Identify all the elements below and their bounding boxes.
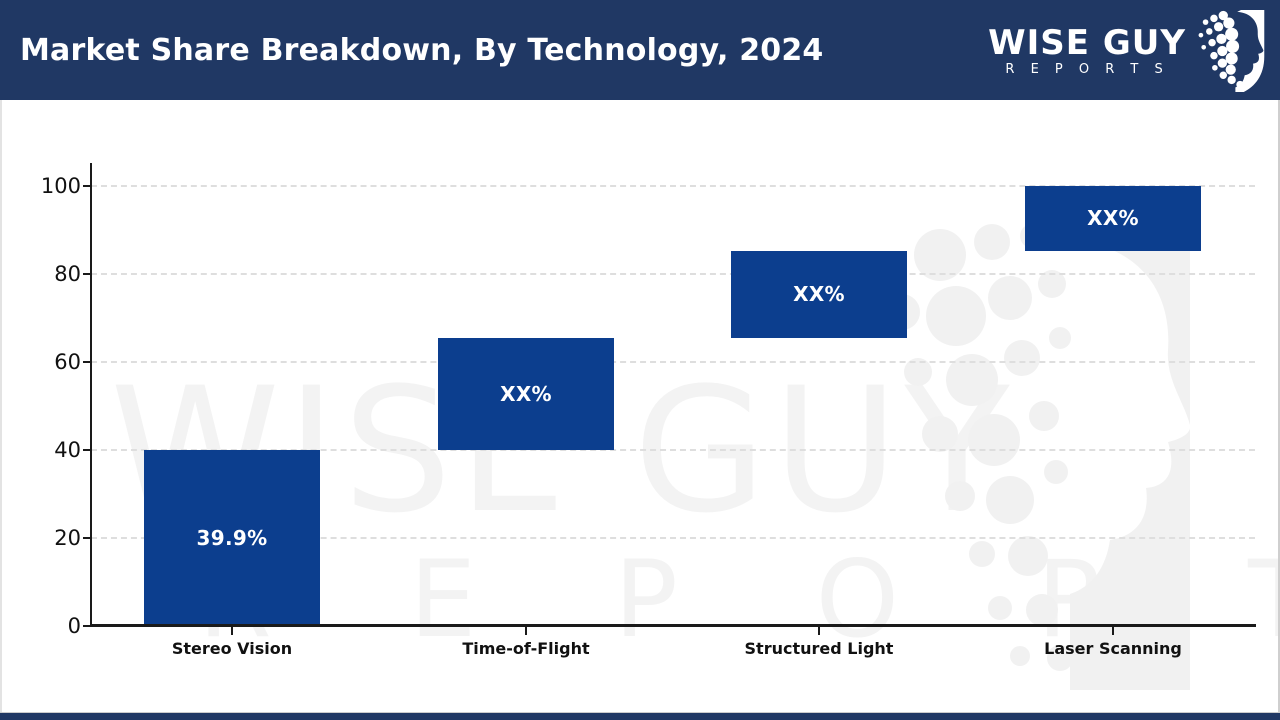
- x-tick-mark: [231, 627, 233, 635]
- y-tick-mark: [83, 537, 91, 539]
- y-tick-label: 40: [54, 438, 81, 462]
- y-tick-mark: [83, 449, 91, 451]
- bar-stereo-vision: 39.9%: [144, 450, 320, 626]
- gridline: [91, 185, 1255, 187]
- x-tick-mark: [818, 627, 820, 635]
- head-profile-icon: [1198, 10, 1265, 92]
- bar-structured-light: XX%: [731, 250, 907, 338]
- logo-wordmark: WISE GUY: [988, 22, 1186, 63]
- footer-divider: [0, 712, 1280, 713]
- gridline: [91, 273, 1255, 275]
- x-tick-mark: [525, 627, 527, 635]
- x-category-label: Stereo Vision: [171, 639, 293, 658]
- gridline: [91, 449, 1255, 451]
- y-tick-label: 100: [40, 174, 81, 198]
- x-category-label: Time-of-Flight: [462, 639, 590, 658]
- y-tick-mark: [83, 361, 91, 363]
- y-tick-label: 80: [54, 262, 81, 286]
- bar-time-of-flight: XX%: [438, 337, 614, 451]
- logo-text: WISE GUY R E P O R T S: [988, 25, 1186, 78]
- bar-laser-scanning: XX%: [1025, 186, 1201, 251]
- bar-value-label: XX%: [500, 382, 552, 407]
- watermark-head-graphic: [884, 220, 1190, 690]
- bar-value-label: 39.9%: [196, 526, 268, 551]
- header-bar: Market Share Breakdown, By Technology, 2…: [0, 0, 1280, 100]
- y-tick-label: 0: [67, 614, 81, 638]
- y-axis-line: [90, 163, 92, 627]
- y-tick-mark: [83, 185, 91, 187]
- logo-subtitle: R E P O R T S: [1005, 61, 1169, 77]
- chart-title: Market Share Breakdown, By Technology, 2…: [20, 32, 824, 68]
- gridline: [91, 361, 1255, 363]
- x-tick-mark: [1112, 627, 1114, 635]
- y-tick-label: 60: [54, 350, 81, 374]
- wise-guy-reports-logo: WISE GUY R E P O R T S: [988, 8, 1266, 94]
- y-tick-label: 20: [54, 526, 81, 550]
- x-category-label: Structured Light: [744, 639, 894, 658]
- bar-value-label: XX%: [1087, 206, 1139, 231]
- x-category-label: Laser Scanning: [1044, 639, 1182, 658]
- bar-value-label: XX%: [793, 282, 845, 307]
- x-axis-line: [90, 624, 1256, 627]
- y-tick-mark: [83, 273, 91, 275]
- gridline: [91, 537, 1255, 539]
- footer-bar: [0, 713, 1280, 720]
- y-tick-mark: [83, 625, 91, 627]
